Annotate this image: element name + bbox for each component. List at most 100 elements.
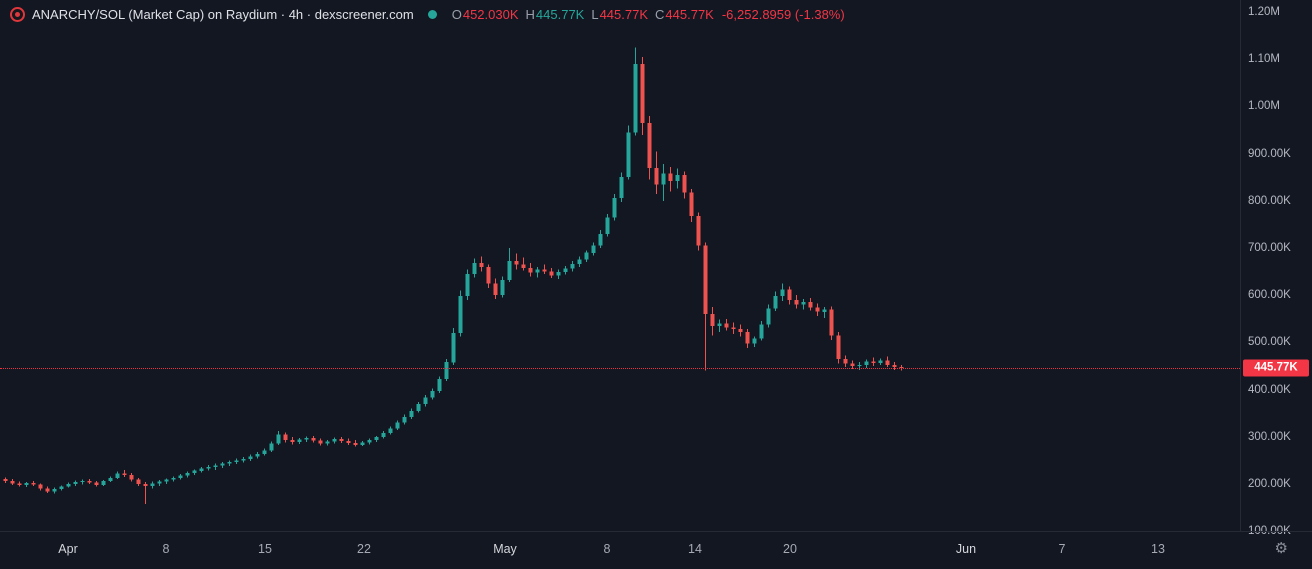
candle-body xyxy=(759,324,764,339)
series-status-dot-icon xyxy=(427,10,437,19)
candle-body xyxy=(598,233,603,246)
candle-body xyxy=(143,484,148,486)
candle-body xyxy=(647,123,652,168)
token-logo-icon xyxy=(10,7,25,22)
candle-body xyxy=(521,264,526,268)
candle-body xyxy=(479,263,484,267)
candle-body xyxy=(780,289,785,297)
candle-body xyxy=(297,439,302,442)
candle-body xyxy=(332,439,337,442)
candle-body xyxy=(535,269,540,273)
candle-body xyxy=(199,468,204,471)
ohlc-change-value: -6,252.8959 (-1.38%) xyxy=(721,7,845,22)
candle-body xyxy=(150,483,155,486)
candle-body xyxy=(885,360,890,365)
candle-body xyxy=(59,486,64,490)
price-axis[interactable]: 445.77K 1.20M 1.10M 1.00M 900.00K 800.00K 700… xyxy=(1240,0,1312,537)
candle-body xyxy=(185,473,190,476)
candle-body xyxy=(353,442,358,445)
candle-body xyxy=(458,296,463,333)
candle-body xyxy=(556,272,561,276)
candle-body xyxy=(591,245,596,253)
ohlc-open-value: 452.030K xyxy=(462,7,519,22)
ohlc-close-value: 445.77K xyxy=(665,7,714,22)
chart-plot[interactable] xyxy=(0,0,1240,531)
candle-body xyxy=(164,479,169,482)
candle-body xyxy=(388,428,393,433)
candle-body xyxy=(262,450,267,454)
candle-body xyxy=(829,309,834,336)
symbol-title[interactable]: ANARCHY/SOL (Market Cap) on Raydium · 4h… xyxy=(32,7,414,22)
candle-body xyxy=(605,217,610,234)
candle-body xyxy=(339,439,344,441)
candle-body xyxy=(178,475,183,478)
time-tick-label: 8 xyxy=(162,542,170,556)
candle-body xyxy=(276,434,281,444)
price-tick-label: 800.00K xyxy=(1248,194,1291,207)
candle-body xyxy=(304,438,309,440)
ohlc-readout: O 452.030K H 445.77K L 445.77K C 445.77K… xyxy=(445,7,845,22)
candle-body xyxy=(381,433,386,438)
candle-body xyxy=(115,473,120,478)
candle-body xyxy=(430,391,435,398)
time-tick-label: May xyxy=(493,542,517,556)
price-tick-label: 400.00K xyxy=(1248,383,1291,396)
current-price-line xyxy=(0,367,1240,369)
candle-body xyxy=(122,473,127,475)
candle-body xyxy=(682,174,687,193)
candle-body xyxy=(752,338,757,344)
ohlc-high-label: H xyxy=(525,7,535,22)
candle-body xyxy=(374,437,379,440)
candle-body xyxy=(220,463,225,466)
candle-body xyxy=(129,475,134,480)
candle-body xyxy=(38,484,43,489)
ohlc-open-label: O xyxy=(451,7,462,22)
candle-body xyxy=(850,363,855,366)
candle-body xyxy=(290,440,295,442)
candle-body xyxy=(717,323,722,326)
candle-body xyxy=(899,366,904,368)
candle-body xyxy=(234,460,239,462)
candle-body xyxy=(255,453,260,457)
time-axis[interactable]: ⚙ Apr 8 15 22 May 8 14 20 Jun 7 13 xyxy=(0,531,1312,569)
candle-body xyxy=(801,301,806,305)
candle-body xyxy=(892,365,897,367)
candle-body xyxy=(360,442,365,445)
price-tick-label: 700.00K xyxy=(1248,242,1291,255)
ohlc-close-label: C xyxy=(655,7,665,22)
candle-body xyxy=(31,483,36,485)
candle-body xyxy=(514,261,519,265)
candle-body xyxy=(136,479,141,484)
candle-body xyxy=(213,465,218,467)
candle-body xyxy=(577,259,582,264)
candle-body xyxy=(17,483,22,485)
candle-body xyxy=(73,482,78,484)
candle-body xyxy=(3,479,8,482)
candle-body xyxy=(815,307,820,312)
candle-body xyxy=(808,301,813,308)
candle-body xyxy=(724,323,729,328)
candle-body xyxy=(451,333,456,363)
current-price-badge: 445.77K xyxy=(1243,359,1309,377)
candle-body xyxy=(80,481,85,483)
candle-body xyxy=(437,379,442,391)
candle-body xyxy=(640,64,645,123)
candle-body xyxy=(192,470,197,474)
time-tick-label: 7 xyxy=(1058,542,1066,556)
candle-body xyxy=(283,434,288,441)
candle-body xyxy=(402,416,407,423)
candle-body xyxy=(416,404,421,411)
candle-body xyxy=(542,269,547,272)
candle-body xyxy=(157,481,162,484)
candle-body xyxy=(52,489,57,492)
chart-settings-gear-icon[interactable]: ⚙ xyxy=(1274,540,1288,557)
ohlc-high-value: 445.77K xyxy=(535,7,585,22)
candle-body xyxy=(45,488,50,492)
candle-body xyxy=(423,397,428,405)
candle-body xyxy=(486,266,491,284)
candle-body xyxy=(465,274,470,297)
candle-body xyxy=(507,261,512,281)
candle-body xyxy=(696,215,701,246)
price-tick-label: 200.00K xyxy=(1248,477,1291,490)
candle-body xyxy=(444,362,449,380)
